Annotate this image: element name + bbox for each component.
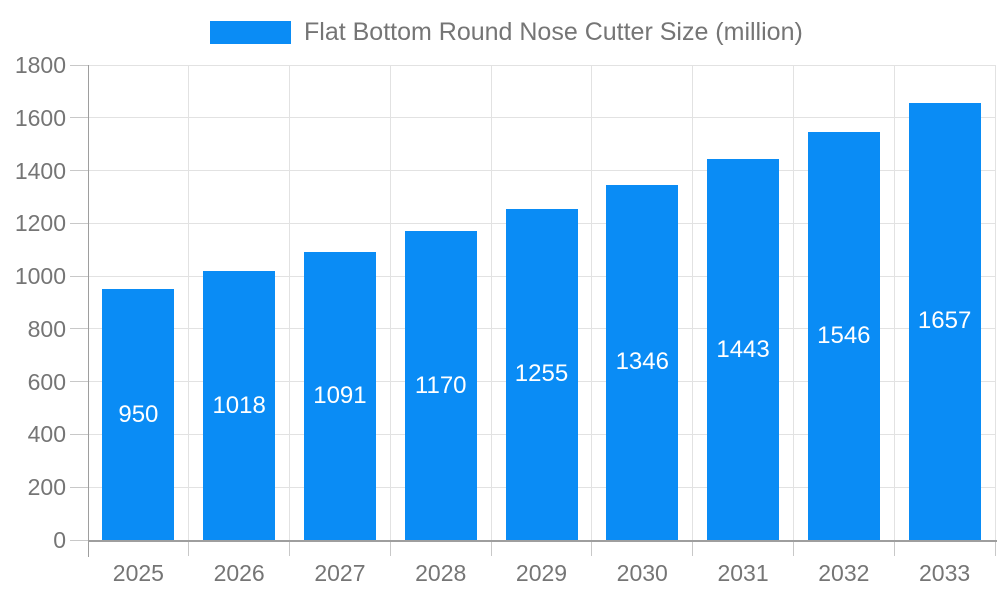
x-axis-label: 2033 [919,560,971,586]
x-axis-line [88,540,997,542]
y-axis-tick [70,275,88,277]
bar-value-label: 1170 [414,371,467,399]
y-axis-label: 600 [27,368,66,395]
bar-value-label: 1346 [615,348,669,376]
y-axis-label: 1000 [14,263,66,290]
y-axis-label: 1600 [14,104,66,131]
x-axis-tick [188,540,190,556]
y-axis-tick [70,64,88,66]
x-axis-label: 2025 [112,560,164,586]
y-axis-tick [70,433,88,435]
y-axis-label: 1200 [14,210,66,237]
gridline-vertical [389,65,391,540]
bar-value-label: 1255 [514,360,569,388]
bar-2028[interactable]: 1170 [404,231,477,540]
legend-item[interactable]: Flat Bottom Round Nose Cutter Size (mill… [210,20,803,45]
gridline-vertical [792,65,794,540]
bar-value-label: 1443 [716,335,770,363]
x-axis-label: 2027 [314,560,366,586]
gridline-vertical [692,65,694,540]
gridline-horizontal [88,117,995,119]
y-axis-label: 0 [53,527,66,553]
y-axis-label: 400 [27,421,66,448]
gridline-vertical [994,65,996,540]
x-axis-label: 2030 [616,560,668,586]
bar-value-label: 1657 [917,307,972,335]
x-axis-label: 2032 [818,560,870,586]
bar-value-label: 1091 [313,382,367,410]
x-axis-tick [692,540,694,556]
bar-2025[interactable]: 950 [102,289,175,540]
gridline-vertical [289,65,291,540]
bar-2029[interactable]: 1255 [505,208,578,540]
legend-label: Flat Bottom Round Nose Cutter Size (mill… [304,18,803,46]
y-axis-line [88,65,89,557]
gridline-vertical [490,65,492,540]
y-axis-tick [70,381,88,383]
legend-swatch-icon [210,21,291,44]
y-axis-tick [70,539,88,541]
bar-2032[interactable]: 1546 [807,132,880,540]
y-axis-label: 1400 [14,157,66,184]
y-axis-tick [70,486,88,488]
x-axis-tick [490,540,492,556]
y-axis-tick [70,328,88,330]
x-axis-label: 2026 [213,560,265,586]
x-axis-tick [591,540,593,556]
x-axis-tick [792,540,794,556]
x-axis-label: 2028 [415,560,467,586]
bar-2026[interactable]: 1018 [203,271,276,540]
x-axis-label: 2029 [515,560,568,586]
y-axis-tick [70,170,88,172]
x-axis-tick [389,540,391,556]
bar-2033[interactable]: 1657 [908,102,981,540]
x-axis-tick [994,540,996,556]
y-axis-label: 1800 [14,52,66,78]
x-axis-tick [893,540,895,556]
bar-value-label: 1546 [817,322,871,349]
y-axis-tick [70,222,88,224]
gridline-vertical [188,65,190,540]
bar-2031[interactable]: 1443 [707,159,780,540]
bar-value-label: 1018 [212,391,266,419]
gridline-horizontal [88,170,995,172]
gridline-vertical [591,65,593,540]
y-axis-tick [70,117,88,119]
bar-2030[interactable]: 1346 [606,184,679,540]
x-axis-tick [289,540,291,556]
bar-value-label: 950 [118,400,159,428]
y-axis-label: 200 [27,474,66,501]
gridline-vertical [893,65,895,540]
gridline-horizontal [88,64,995,66]
x-axis-label: 2031 [717,560,769,586]
y-axis-label: 800 [27,315,66,342]
bar-2027[interactable]: 1091 [303,252,376,540]
